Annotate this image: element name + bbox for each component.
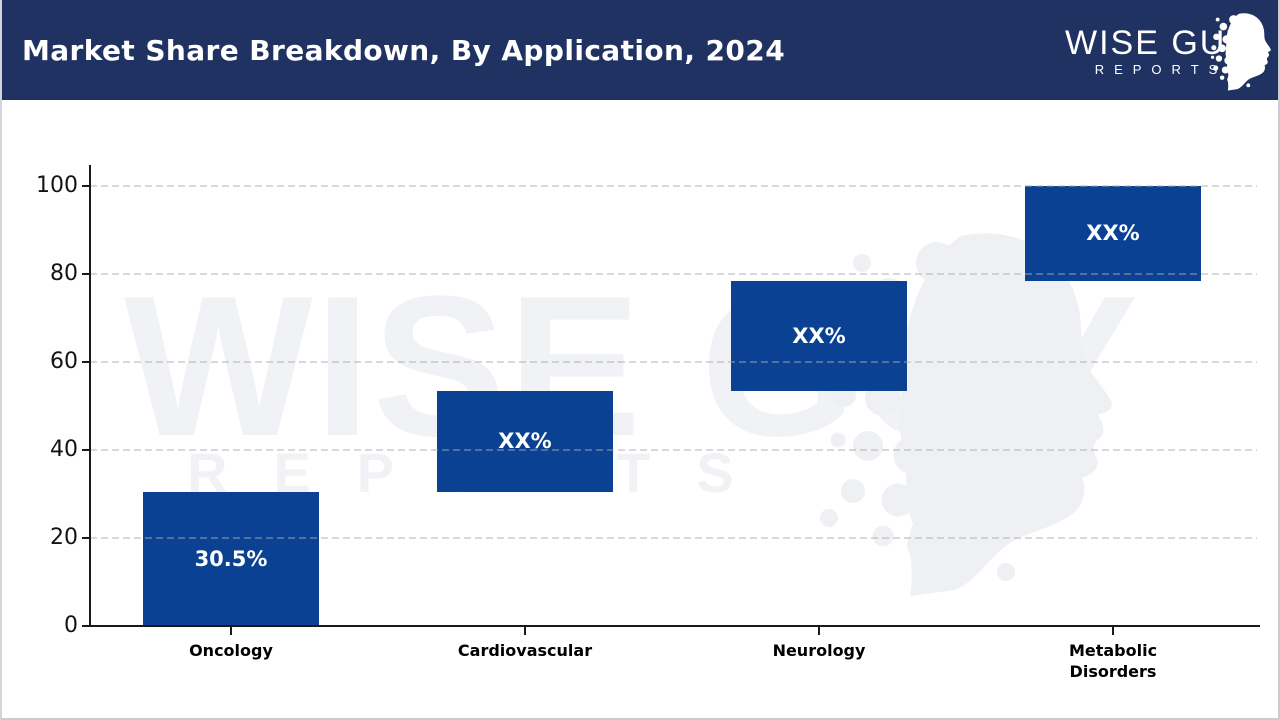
gridline-100: [90, 185, 1257, 187]
bar-cardiovascular: XX%: [437, 390, 613, 492]
x-tick-label: Oncology: [189, 641, 273, 660]
brand-logo: WISE GUY REPORTS: [1032, 4, 1272, 96]
y-tick-label: 0: [64, 613, 78, 638]
y-tick-mark: [82, 273, 90, 275]
y-tick-label: 100: [36, 173, 78, 198]
y-tick-mark: [82, 625, 90, 627]
x-tick-mark: [818, 627, 820, 635]
bar-value-label: XX%: [792, 323, 846, 348]
y-axis-spine: [89, 165, 91, 627]
y-tick-mark: [82, 449, 90, 451]
bar-metabolic-disorders: XX%: [1025, 186, 1201, 281]
dotted-head-profile-icon: [1210, 13, 1271, 91]
x-tick-label: Cardiovascular: [457, 641, 593, 660]
bar-value-label: XX%: [498, 429, 552, 454]
page-title: Market Share Breakdown, By Application, …: [22, 33, 786, 67]
bar-value-label: 30.5%: [194, 546, 268, 571]
x-axis-spine: [89, 625, 1260, 627]
x-tick-mark: [524, 627, 526, 635]
bar-neurology: XX%: [731, 280, 907, 391]
x-tick-label: Metabolic Disorders: [1068, 641, 1158, 681]
gridline-80: [90, 273, 1257, 275]
brand-subtitle: REPORTS: [1094, 62, 1228, 77]
watermark-dotted-head-profile-icon: [817, 233, 1112, 596]
bar-value-label: XX%: [1086, 221, 1140, 246]
brand-text: WISE GUY REPORTS: [1065, 26, 1251, 77]
y-tick-mark: [82, 185, 90, 187]
x-tick-mark: [230, 627, 232, 635]
bar-oncology: 30.5%: [143, 491, 319, 626]
y-tick-label: 80: [50, 261, 78, 286]
x-tick-label: Neurology: [772, 641, 866, 660]
y-tick-mark: [82, 537, 90, 539]
x-tick-mark: [1112, 627, 1114, 635]
y-tick-label: 20: [50, 525, 78, 550]
gridline-40: [90, 449, 1257, 451]
gridline-60: [90, 361, 1257, 363]
y-tick-label: 60: [50, 349, 78, 374]
y-tick-mark: [82, 361, 90, 363]
header-band: Market Share Breakdown, By Application, …: [2, 0, 1278, 100]
gridline-20: [90, 537, 1257, 539]
y-tick-label: 40: [50, 437, 78, 462]
brand-name: WISE GUY: [1065, 24, 1252, 62]
